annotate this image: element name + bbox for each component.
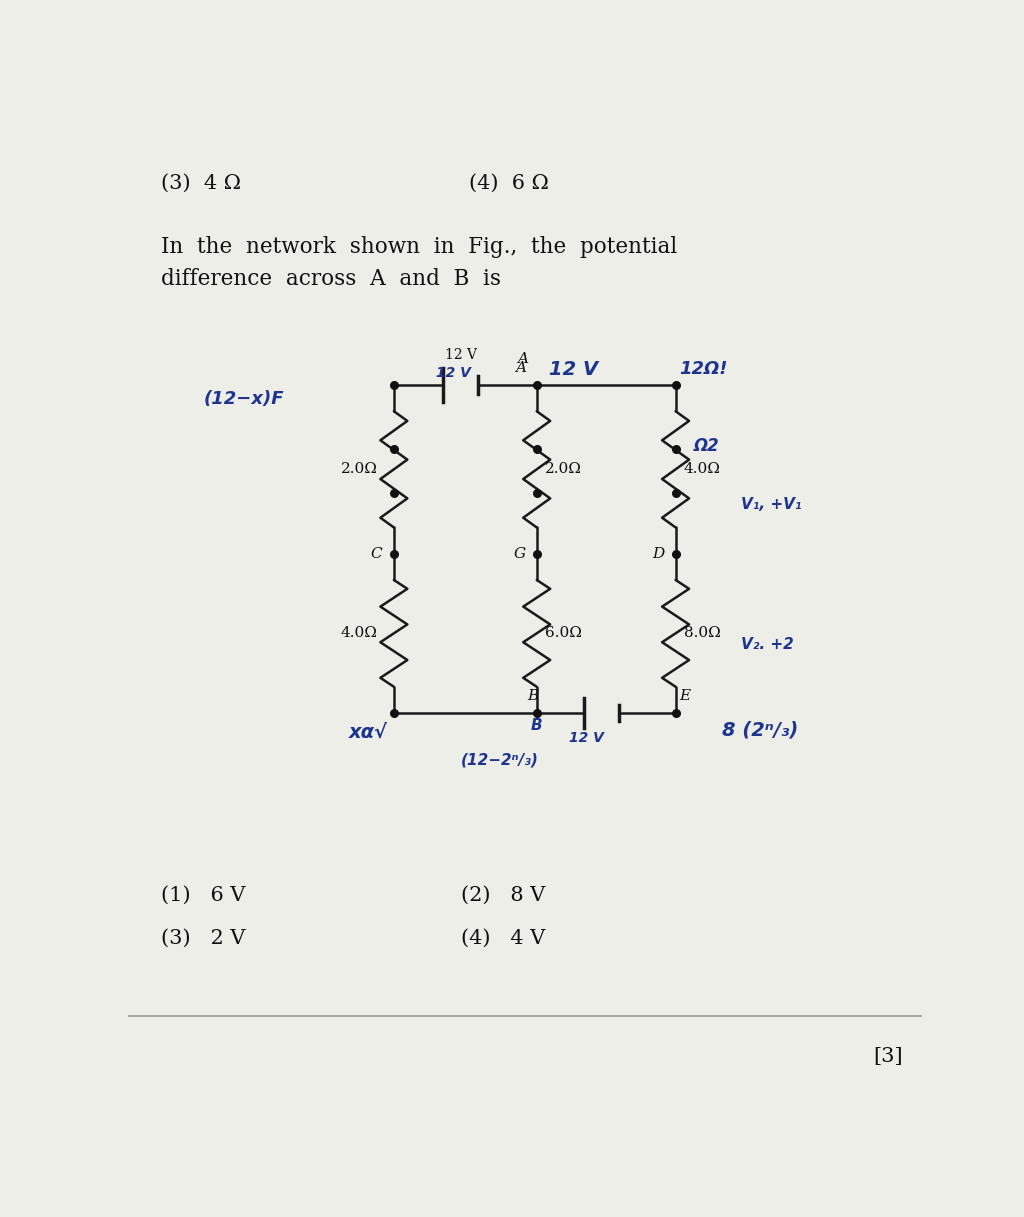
Text: G: G — [513, 546, 525, 561]
Text: 4.0Ω: 4.0Ω — [684, 462, 721, 476]
Text: (2)   8 V: (2) 8 V — [461, 886, 546, 905]
Text: 12 V: 12 V — [549, 359, 598, 378]
Text: A: A — [515, 361, 526, 375]
Text: A: A — [517, 352, 528, 366]
Text: (4)   4 V: (4) 4 V — [461, 929, 546, 947]
Text: xα√: xα√ — [348, 722, 388, 741]
Text: D: D — [652, 546, 665, 561]
Text: 2.0Ω: 2.0Ω — [341, 462, 378, 476]
Text: C: C — [371, 546, 382, 561]
Text: (12−x)F: (12−x)F — [204, 391, 284, 408]
Text: V₁, +V₁: V₁, +V₁ — [741, 497, 802, 511]
Text: 12 V: 12 V — [569, 731, 604, 745]
Text: 12 V: 12 V — [445, 348, 477, 361]
Text: V₂. +2: V₂. +2 — [741, 636, 795, 652]
Text: B: B — [530, 718, 542, 733]
Text: (12−2ⁿ/₃): (12−2ⁿ/₃) — [461, 752, 540, 768]
Text: Ω2: Ω2 — [694, 437, 720, 455]
Text: 6.0Ω: 6.0Ω — [545, 627, 582, 640]
Text: 12Ω!: 12Ω! — [679, 360, 727, 378]
Text: difference  across  A  and  B  is: difference across A and B is — [162, 268, 502, 290]
Text: E: E — [680, 689, 690, 703]
Text: B: B — [527, 689, 539, 703]
Text: (4)  6 Ω: (4) 6 Ω — [469, 174, 549, 194]
Text: 8 (2ⁿ/₃): 8 (2ⁿ/₃) — [722, 720, 798, 740]
Text: (3)  4 Ω: (3) 4 Ω — [162, 174, 242, 194]
Text: (1)   6 V: (1) 6 V — [162, 886, 246, 905]
Text: 2.0Ω: 2.0Ω — [545, 462, 582, 476]
Text: 12 V: 12 V — [436, 366, 471, 380]
Text: 4.0Ω: 4.0Ω — [341, 627, 378, 640]
Text: 8.0Ω: 8.0Ω — [684, 627, 720, 640]
Text: [3]: [3] — [873, 1048, 903, 1066]
Text: In  the  network  shown  in  Fig.,  the  potential: In the network shown in Fig., the potent… — [162, 236, 678, 258]
Text: (3)   2 V: (3) 2 V — [162, 929, 246, 947]
